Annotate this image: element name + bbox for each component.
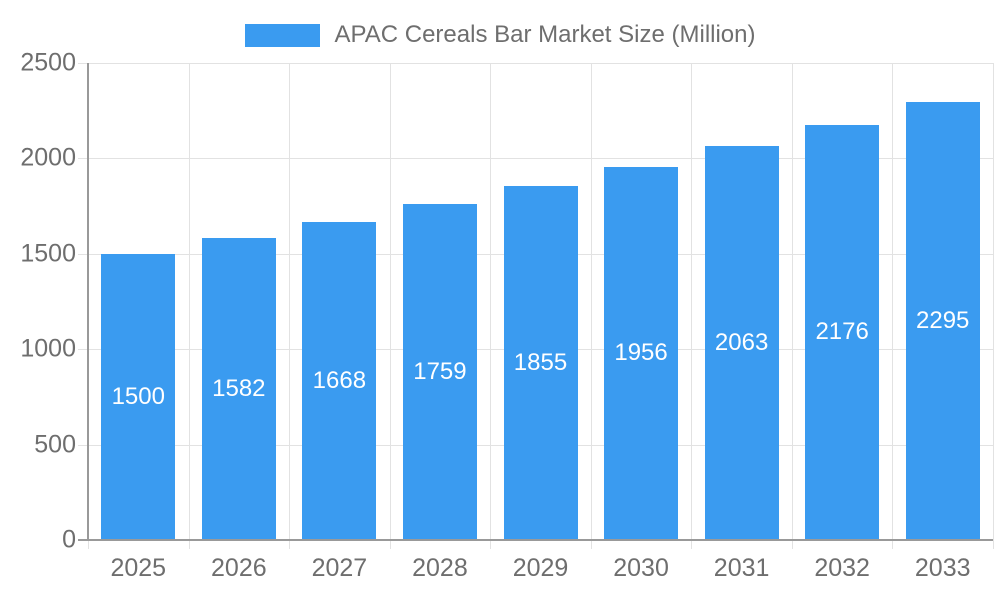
plot-area: 1500 1582 1668 1759 1855 1956 2063 2176 2295 0 50… (20, 49, 994, 582)
bar-value-label: 1582 (212, 375, 266, 403)
x-tick-label: 2026 (211, 554, 267, 582)
x-tick-label: 2031 (713, 554, 770, 582)
bar: 1582 (201, 238, 276, 540)
x-tick-label: 2028 (412, 554, 468, 582)
y-tick-label: 1500 (20, 239, 76, 268)
v-gridline (993, 63, 994, 549)
legend-label: APAC Cereals Bar Market Size (Million) (334, 21, 756, 48)
bar: 1855 (503, 186, 578, 540)
h-gridline (78, 158, 993, 160)
bar: 1956 (604, 166, 679, 540)
y-axis-line (87, 63, 89, 540)
y-tick-label: 1000 (20, 334, 76, 363)
y-tick-label: 2000 (20, 143, 76, 172)
bar: 2176 (805, 124, 880, 540)
legend[interactable]: APAC Cereals Bar Market Size (Million) (0, 21, 1000, 49)
v-gridline (389, 63, 391, 549)
bar-value-label: 1668 (312, 366, 367, 394)
bar-value-label: 2176 (815, 318, 869, 346)
bar-value-label: 1956 (614, 339, 668, 367)
v-gridline (289, 63, 291, 549)
bar-value-label: 1855 (513, 349, 568, 377)
v-gridline (892, 63, 894, 549)
bar-value-label: 1759 (413, 358, 467, 386)
y-tick-label: 2500 (20, 48, 76, 77)
bar: 1759 (402, 204, 477, 540)
bar: 2063 (704, 146, 779, 540)
v-gridline (791, 63, 793, 549)
bar: 1500 (101, 253, 176, 540)
x-tick-label: 2030 (613, 554, 669, 582)
x-tick-label: 2025 (110, 554, 167, 582)
x-axis-line (78, 539, 993, 541)
v-gridline (490, 63, 492, 549)
bar-value-label: 2295 (916, 307, 970, 335)
y-tick-label: 500 (34, 430, 76, 459)
x-tick-label: 2029 (512, 554, 569, 582)
h-gridline (78, 63, 993, 64)
legend-swatch-icon (244, 23, 320, 47)
bar: 2295 (905, 102, 980, 540)
bar-value-label: 2063 (714, 329, 769, 357)
v-gridline (691, 63, 693, 549)
bar-value-label: 1500 (111, 382, 165, 410)
x-tick-label: 2027 (311, 554, 368, 582)
x-tick-label: 2033 (914, 554, 971, 582)
x-tick-label: 2032 (814, 554, 870, 582)
v-gridline (590, 63, 592, 549)
v-gridline (188, 63, 190, 549)
bar: 1668 (302, 221, 377, 540)
y-tick-label: 0 (62, 525, 76, 554)
